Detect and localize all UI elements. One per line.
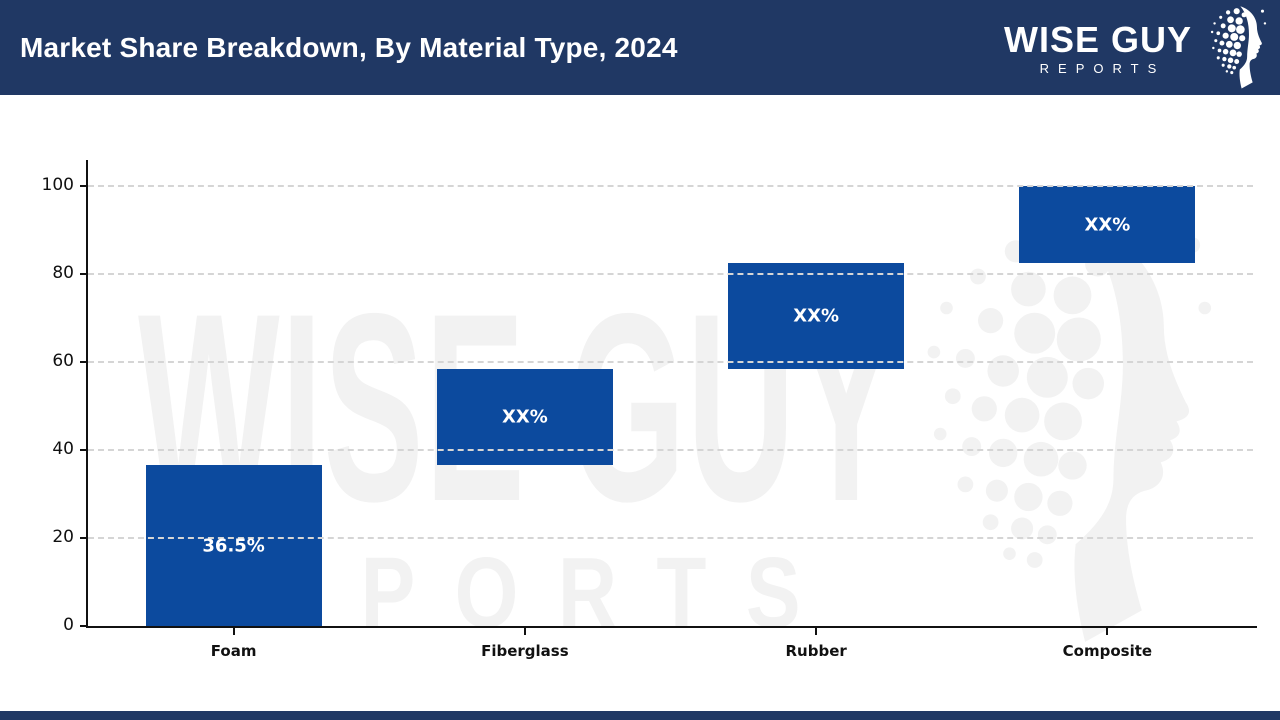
wise-guy-reports-logo: WISE GUY REPORTS xyxy=(1004,4,1270,92)
logo-subtitle: REPORTS xyxy=(1039,60,1166,76)
y-tick-label-100: 100 xyxy=(41,175,74,195)
bar-label-composite: XX% xyxy=(1084,214,1131,235)
page-title: Market Share Breakdown, By Material Type… xyxy=(20,31,678,63)
chart-area: WISE GUY REPORTS 0 20 40 60 80 100 36.5% Foam XX… xyxy=(0,95,1280,711)
logo-text: WISE GUY REPORTS xyxy=(1003,18,1192,76)
header-bar: Market Share Breakdown, By Material Type… xyxy=(0,0,1280,95)
x-label-composite: Composite xyxy=(1062,642,1153,660)
y-tick-label-60: 60 xyxy=(52,351,74,371)
gridline-40 xyxy=(88,449,1253,451)
gridline-80 xyxy=(88,273,1253,275)
y-tick-label-0: 0 xyxy=(63,615,74,635)
bar-foam xyxy=(145,465,322,626)
bar-label-fiberglass: XX% xyxy=(501,406,548,428)
bar-rubber xyxy=(728,263,905,369)
y-tick-80 xyxy=(80,273,88,275)
y-tick-20 xyxy=(80,537,88,539)
x-tick-rubber xyxy=(815,628,818,635)
logo-head-icon xyxy=(1210,6,1267,89)
x-tick-composite xyxy=(1106,628,1109,635)
gridline-100 xyxy=(88,185,1253,187)
gridline-60 xyxy=(88,361,1253,363)
logo-wordmark: WISE GUY xyxy=(1003,18,1192,60)
y-tick-label-40: 40 xyxy=(52,439,74,459)
x-label-rubber: Rubber xyxy=(785,642,847,660)
footer-bar xyxy=(0,711,1280,720)
gridline-20 xyxy=(88,537,1253,539)
bar-label-foam: 36.5% xyxy=(202,535,265,557)
bar-label-rubber: XX% xyxy=(793,305,840,327)
watermark-head-icon xyxy=(927,219,1212,642)
x-label-foam: Foam xyxy=(210,642,257,660)
y-tick-label-20: 20 xyxy=(52,527,74,547)
y-tick-0 xyxy=(80,625,88,627)
x-label-fiberglass: Fiberglass xyxy=(481,642,569,660)
y-tick-60 xyxy=(80,361,88,363)
x-tick-fiberglass xyxy=(523,628,526,635)
y-tick-100 xyxy=(80,185,88,187)
y-tick-label-80: 80 xyxy=(52,263,74,283)
y-axis-line xyxy=(86,160,88,628)
x-axis-line xyxy=(86,626,1257,628)
x-tick-foam xyxy=(232,628,235,635)
y-tick-40 xyxy=(80,449,88,451)
